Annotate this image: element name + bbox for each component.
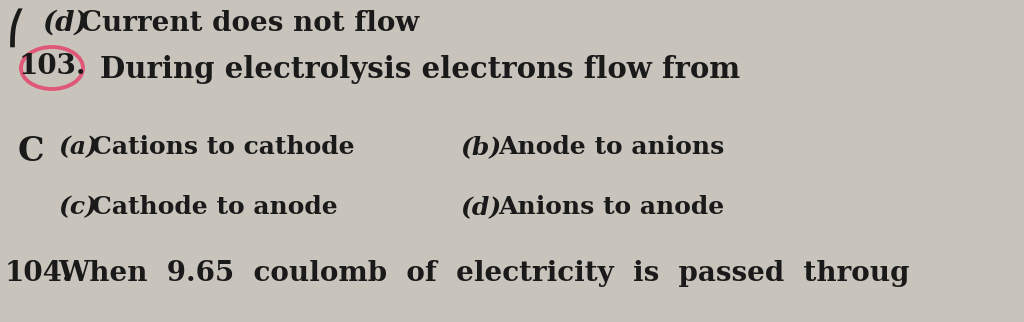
Text: Anions to anode: Anions to anode <box>498 195 724 219</box>
Text: (c): (c) <box>58 195 97 219</box>
Text: 103.: 103. <box>18 52 86 80</box>
Text: During electrolysis electrons flow from: During electrolysis electrons flow from <box>100 55 740 84</box>
Text: (b): (b) <box>460 135 502 159</box>
Text: 104.: 104. <box>5 260 73 287</box>
Text: (d): (d) <box>460 195 502 219</box>
Text: C: C <box>18 135 44 168</box>
Text: Cations to cathode: Cations to cathode <box>92 135 354 159</box>
Text: (d): (d) <box>42 10 88 37</box>
Text: Cathode to anode: Cathode to anode <box>92 195 338 219</box>
Text: Current does not flow: Current does not flow <box>80 10 419 37</box>
Text: When  9.65  coulomb  of  electricity  is  passed  throug: When 9.65 coulomb of electricity is pass… <box>58 260 909 287</box>
Text: Anode to anions: Anode to anions <box>498 135 724 159</box>
Text: ⎛: ⎛ <box>8 8 25 47</box>
Text: (a): (a) <box>58 135 98 159</box>
